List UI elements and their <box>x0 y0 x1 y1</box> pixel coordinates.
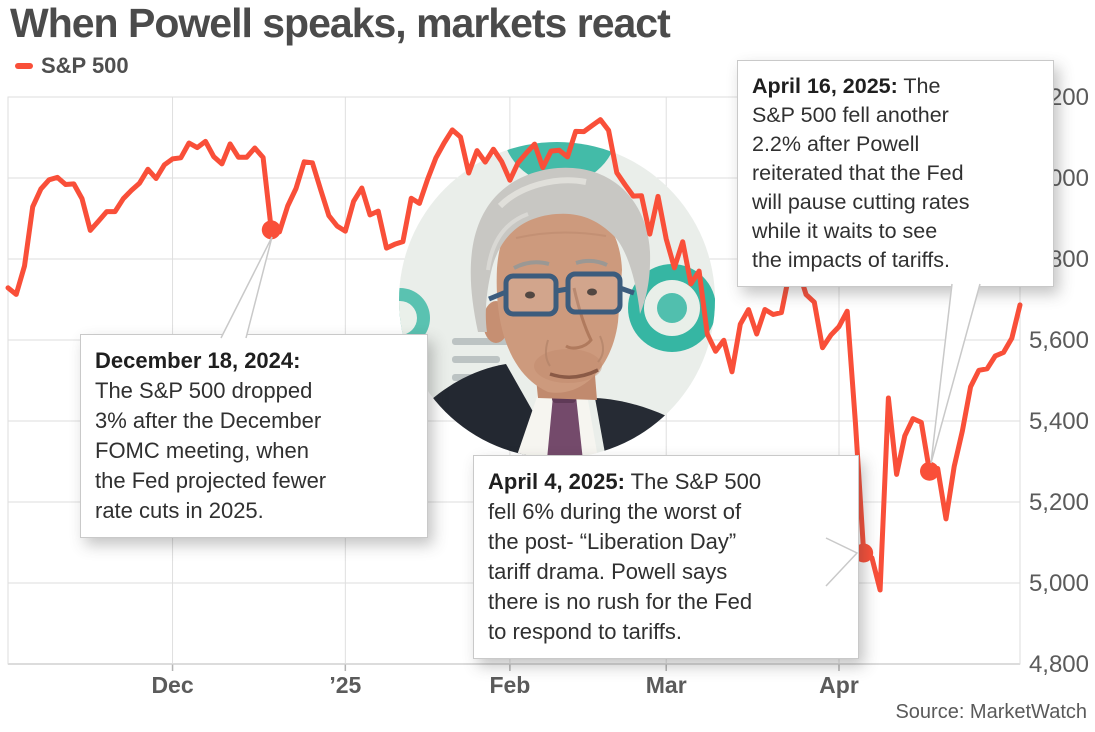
svg-text:Feb: Feb <box>489 672 530 698</box>
svg-text:5,400: 5,400 <box>1029 408 1089 435</box>
glasses-icon <box>488 271 635 317</box>
callout-tail <box>220 236 273 339</box>
callout-tail <box>930 283 981 464</box>
callout-text: The S&P 500 fell another 2.2% after Powe… <box>752 74 970 272</box>
callout-date: December 18, 2024: <box>95 348 301 373</box>
backdrop-logo-icon <box>502 142 618 184</box>
callout-text: The S&P 500 fell 6% during the worst of … <box>488 469 762 644</box>
svg-text:Apr: Apr <box>819 672 859 698</box>
svg-text:4,800: 4,800 <box>1029 651 1089 678</box>
legend-line-swatch-icon <box>15 63 33 69</box>
svg-text:’25: ’25 <box>329 672 361 698</box>
legend: S&P 500 <box>15 53 129 79</box>
callout-text: The S&P 500 dropped 3% after the Decembe… <box>95 378 327 523</box>
callout-dec-18-2024: December 18, 2024: The S&P 500 dropped 3%… <box>80 334 428 538</box>
legend-label: S&P 500 <box>41 53 129 78</box>
page-title: When Powell speaks, markets react <box>10 0 671 46</box>
callout-apr-16-2025: April 16, 2025: The S&P 500 fell another… <box>737 60 1054 287</box>
callout-date: April 16, 2025: <box>752 74 898 98</box>
svg-text:5,000: 5,000 <box>1029 570 1089 597</box>
callout-apr-4-2025: April 4, 2025: The S&P 500 fell 6% durin… <box>473 455 859 659</box>
svg-text:5,600: 5,600 <box>1029 327 1089 354</box>
backdrop-blurred-text <box>452 338 510 399</box>
svg-text:5,200: 5,200 <box>1029 489 1089 516</box>
source-credit: Source: MarketWatch <box>895 701 1087 723</box>
svg-text:Mar: Mar <box>646 672 687 698</box>
callout-date: April 4, 2025: <box>488 469 625 494</box>
svg-text:Dec: Dec <box>151 672 193 698</box>
backdrop-logo-icon <box>628 264 715 352</box>
